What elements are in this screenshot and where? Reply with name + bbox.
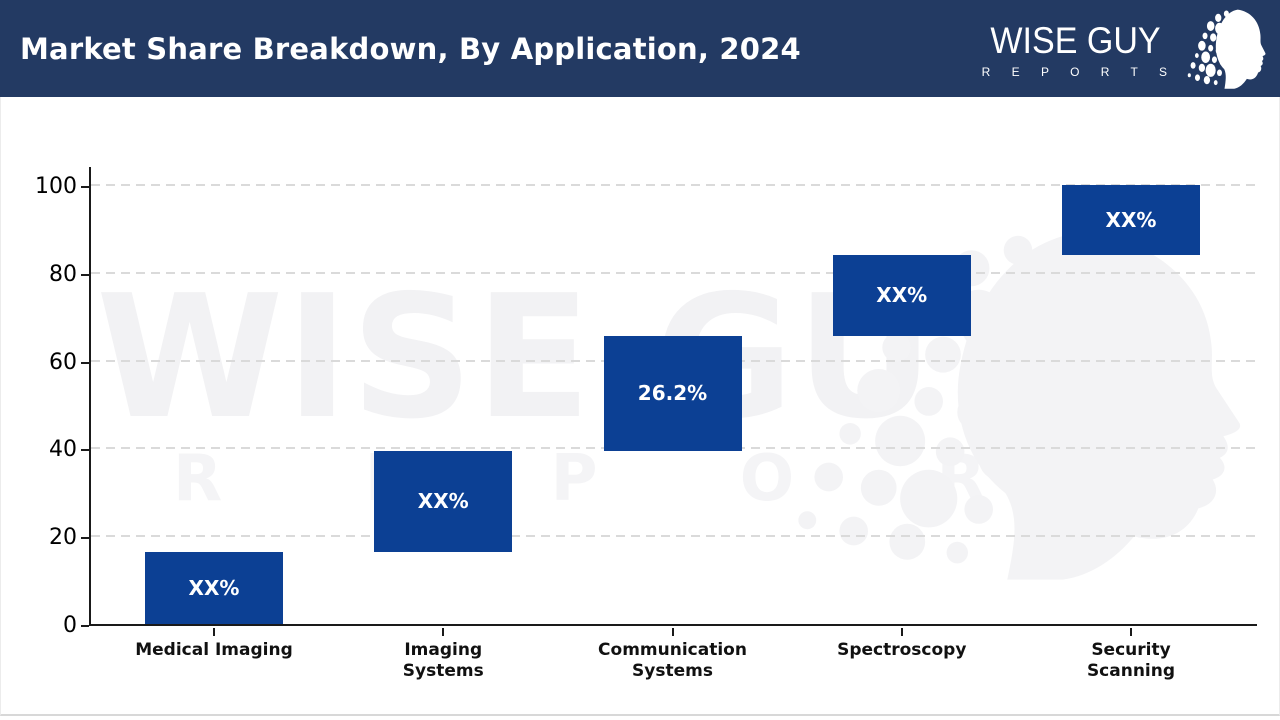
brand-subtext: R E P O R T S bbox=[981, 65, 1176, 79]
bar-communication-systems: 26.2% bbox=[603, 335, 742, 451]
y-axis-tick-label-80: 80 bbox=[49, 261, 77, 287]
head-profile-dots-icon bbox=[1187, 9, 1266, 89]
y-axis-tick-label-40: 40 bbox=[49, 437, 77, 463]
y-axis-tick-mark-60 bbox=[81, 361, 89, 364]
bar-value-label: XX% bbox=[876, 283, 928, 308]
bar-value-label: 26.2% bbox=[637, 381, 708, 406]
bar-spectroscopy: XX% bbox=[832, 255, 971, 336]
y-axis-tick-label-60: 60 bbox=[49, 349, 77, 375]
x-axis-category-label-imaging-systems: Imaging Systems bbox=[402, 640, 484, 681]
x-axis-tick-mark-communication-systems bbox=[671, 628, 674, 636]
header-bar: Market Share Breakdown, By Application, … bbox=[0, 0, 1280, 97]
x-axis-tick-mark-spectroscopy bbox=[900, 628, 903, 636]
x-axis-tick-mark-medical-imaging bbox=[213, 628, 215, 636]
page-title: Market Share Breakdown, By Application, … bbox=[20, 31, 801, 66]
y-axis-tick-mark-40 bbox=[81, 449, 89, 452]
brand-logo: WISE GUY R E P O R T S bbox=[976, 8, 1266, 90]
bar-value-label: XX% bbox=[417, 489, 469, 514]
bar-value-label: XX% bbox=[188, 575, 240, 600]
y-axis-tick-mark-100 bbox=[81, 186, 89, 188]
bar-imaging-systems: XX% bbox=[374, 450, 513, 552]
gridline-y-80 bbox=[91, 271, 1257, 274]
y-axis-tick-label-0: 0 bbox=[63, 613, 77, 638]
chart-canvas: WISE GUY R E P O R T S 020406080100XX%Me… bbox=[0, 97, 1280, 716]
y-axis-tick-label-20: 20 bbox=[49, 525, 77, 551]
x-axis-category-label-security-scanning: Security Scanning bbox=[1086, 640, 1176, 681]
y-axis-tick-mark-20 bbox=[81, 537, 89, 540]
plot-area: 0 20 40 60 80 100 XX% Medical Imaging XX% Imaging… bbox=[35, 167, 1257, 681]
x-axis-tick-mark-imaging-systems bbox=[442, 628, 445, 636]
y-axis-tick-mark-80 bbox=[81, 273, 89, 276]
brand-wordmark-block: WISE GUY R E P O R T S bbox=[976, 22, 1176, 79]
brand-wordmark: WISE GUY bbox=[990, 20, 1161, 61]
gridline-y-20 bbox=[91, 535, 1257, 538]
x-axis-category-label-communication-systems: Communication Systems bbox=[598, 640, 747, 681]
x-axis-category-label-medical-imaging: Medical Imaging bbox=[135, 640, 293, 660]
bar-medical-imaging: XX% bbox=[145, 551, 283, 624]
x-axis-category-label-spectroscopy: Spectroscopy bbox=[837, 640, 967, 660]
y-axis-tick-mark-0 bbox=[81, 625, 89, 627]
x-axis-tick-mark-security-scanning bbox=[1130, 628, 1132, 636]
gridline-y-100 bbox=[91, 184, 1257, 186]
bar-value-label: XX% bbox=[1105, 208, 1157, 233]
y-axis-tick-label-100: 100 bbox=[35, 174, 77, 199]
bar-security-scanning: XX% bbox=[1062, 185, 1200, 256]
